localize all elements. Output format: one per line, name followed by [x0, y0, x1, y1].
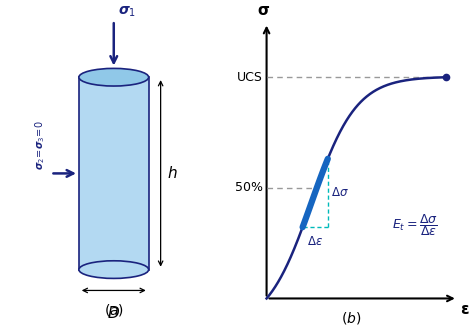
- Text: $\mathbf{\sigma}$: $\mathbf{\sigma}$: [256, 3, 270, 18]
- Text: $D$: $D$: [107, 305, 120, 321]
- Text: $h$: $h$: [167, 165, 177, 181]
- Text: $\boldsymbol{\sigma}_2\!=\!\boldsymbol{\sigma}_3\!=\!0$: $\boldsymbol{\sigma}_2\!=\!\boldsymbol{\…: [34, 121, 47, 170]
- Polygon shape: [79, 77, 149, 270]
- Ellipse shape: [79, 261, 149, 279]
- Text: $\Delta\sigma$: $\Delta\sigma$: [331, 186, 349, 199]
- Ellipse shape: [79, 68, 149, 86]
- Text: $\mathbf{\varepsilon}$: $\mathbf{\varepsilon}$: [460, 302, 470, 317]
- Text: $\Delta\varepsilon$: $\Delta\varepsilon$: [307, 235, 323, 248]
- Text: 50%: 50%: [235, 181, 263, 194]
- Text: $\boldsymbol{\sigma}_1$: $\boldsymbol{\sigma}_1$: [118, 4, 136, 19]
- Text: $(a)$: $(a)$: [104, 302, 124, 318]
- Text: UCS: UCS: [237, 71, 263, 84]
- Text: $E_t = \dfrac{\Delta\sigma}{\Delta\varepsilon}$: $E_t = \dfrac{\Delta\sigma}{\Delta\varep…: [392, 212, 438, 238]
- Text: $(b)$: $(b)$: [340, 310, 361, 326]
